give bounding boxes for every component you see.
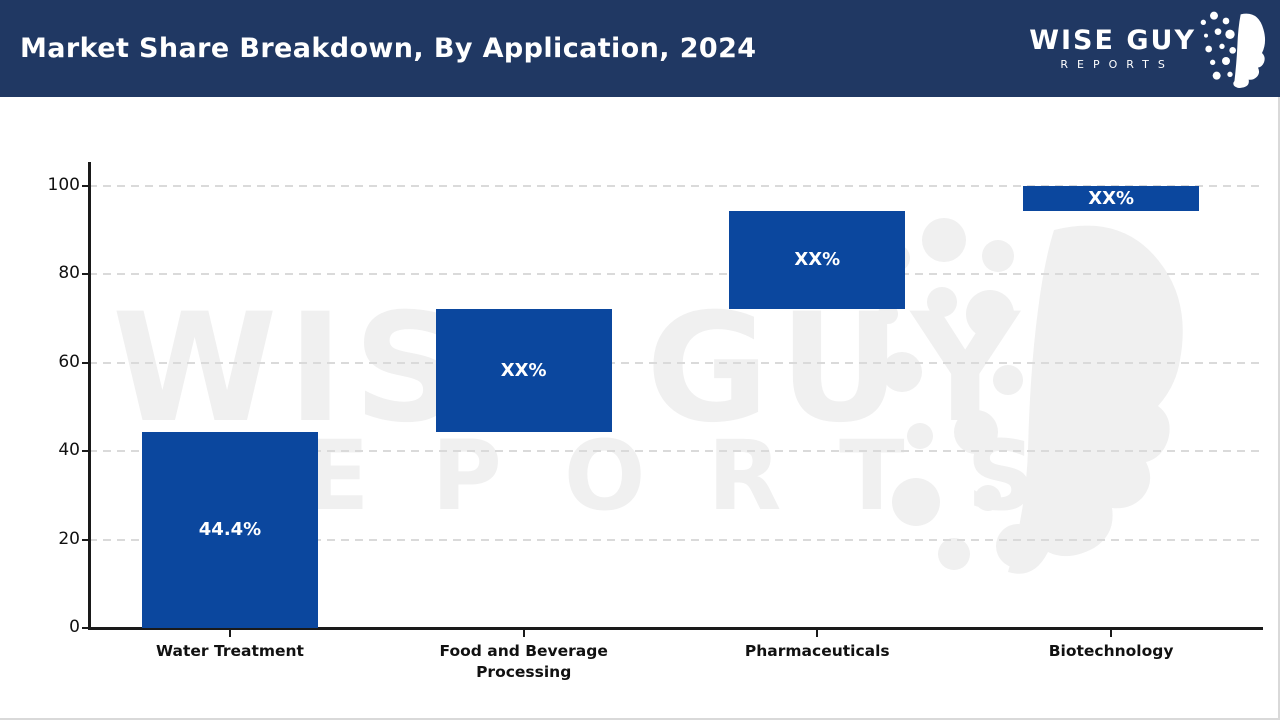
watermark-head-icon — [878, 218, 1183, 574]
y-axis-line — [88, 162, 91, 630]
y-tick-label-40: 40 — [58, 440, 80, 461]
y-tick-mark-80 — [82, 273, 89, 276]
x-axis-line — [88, 627, 1263, 630]
wiseguy-logo-face-icon — [1200, 11, 1266, 88]
y-tick-label-20: 20 — [58, 528, 80, 549]
figure-bottom-border — [0, 718, 1280, 720]
y-tick-mark-20 — [82, 538, 89, 541]
figure-right-border — [1278, 97, 1280, 720]
y-tick-mark-60 — [82, 361, 89, 364]
bar-value-label-food-and-beverage-processing: XX% — [500, 359, 547, 381]
y-tick-label-80: 80 — [58, 263, 80, 284]
x-tick-mark-pharmaceuticals — [816, 628, 819, 637]
y-tick-label-100: 100 — [47, 175, 80, 195]
bar-value-label-pharmaceuticals: XX% — [794, 249, 841, 271]
logo-line2: REPORTS — [1060, 57, 1174, 71]
x-tick-mark-food-and-beverage-processing — [522, 628, 525, 637]
logo-line1: WISE GUY — [1029, 24, 1196, 56]
bar-biotechnology: XX% — [1023, 186, 1200, 211]
gridline-y80 — [89, 273, 1262, 276]
gridline-y60 — [89, 361, 1262, 364]
bar-food-and-beverage-processing: XX% — [435, 308, 612, 432]
y-tick-mark-0 — [82, 627, 89, 629]
y-tick-mark-100 — [82, 185, 89, 187]
bar-value-label-biotechnology: XX% — [1088, 187, 1134, 209]
x-category-label-water-treatment: Water Treatment — [156, 642, 304, 660]
y-tick-label-0: 0 — [69, 617, 80, 637]
header-bar: Market Share Breakdown, By Application, … — [0, 0, 1280, 97]
gridline-y40 — [89, 450, 1262, 453]
bar-value-label-water-treatment: 44.4% — [198, 519, 262, 541]
x-tick-mark-biotechnology — [1110, 628, 1113, 637]
page-title: Market Share Breakdown, By Application, … — [20, 33, 757, 64]
y-tick-label-60: 60 — [58, 351, 80, 372]
wiseguy-logo: WISE GUY REPORTS — [1029, 9, 1280, 89]
bar-pharmaceuticals: XX% — [729, 210, 906, 309]
wiseguy-logo-text: WISE GUY REPORTS — [1029, 24, 1196, 72]
gridline-y20 — [89, 538, 1262, 541]
gridline-y100 — [89, 185, 1262, 187]
y-tick-mark-40 — [82, 450, 89, 453]
bar-water-treatment: 44.4% — [142, 431, 318, 628]
x-tick-mark-water-treatment — [229, 628, 231, 637]
x-category-label-pharmaceuticals: Pharmaceuticals — [744, 642, 890, 660]
x-category-label-biotechnology: Biotechnology — [1048, 642, 1174, 660]
x-category-label-food-and-beverage-processing: Food and Beverage Processing — [439, 642, 608, 681]
